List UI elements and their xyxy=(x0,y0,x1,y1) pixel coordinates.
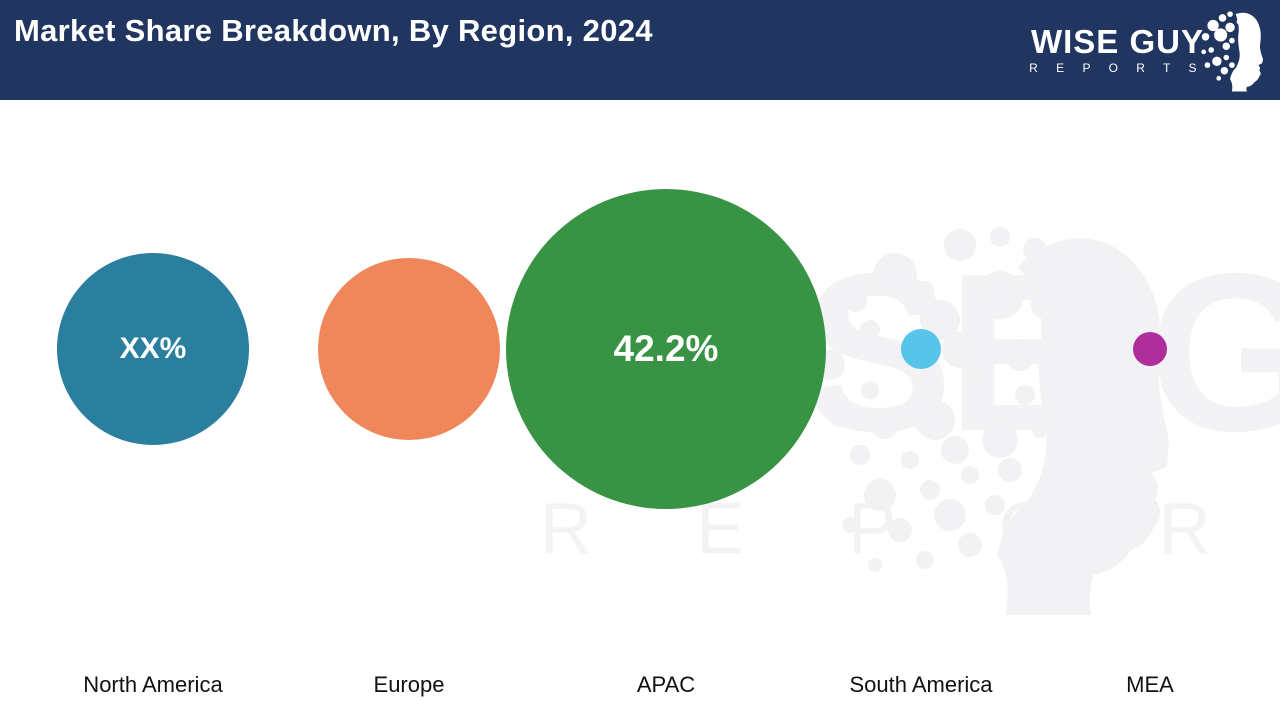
category-label-south-america: South America xyxy=(849,672,993,697)
bubble-value-apac: 42.2% xyxy=(613,328,719,369)
wiseguy-logo: WISE GUY R E P O R T S xyxy=(1029,8,1264,92)
bubble-europe xyxy=(318,258,500,440)
category-label-apac: APAC xyxy=(636,672,696,697)
category-label-europe: Europe xyxy=(373,672,445,697)
bubble-south-america xyxy=(901,329,941,369)
category-label-mea: MEA xyxy=(1126,672,1174,697)
logo-wordmark: WISE GUY xyxy=(1030,23,1204,61)
logo-text: WISE GUY R E P O R T S xyxy=(1029,25,1204,75)
bubble-apac: 42.2% xyxy=(506,189,826,509)
bubble-value-north-america: XX% xyxy=(119,332,187,365)
logo-subtitle: R E P O R T S xyxy=(1029,60,1204,75)
page-title: Market Share Breakdown, By Region, 2024 xyxy=(14,13,653,48)
category-label-north-america: North America xyxy=(83,672,223,697)
bubble-mea xyxy=(1133,332,1167,366)
header-bar: Market Share Breakdown, By Region, 2024 … xyxy=(0,0,1280,100)
bubble-north-america: XX% xyxy=(57,253,249,445)
logo-head-icon xyxy=(1201,11,1264,92)
watermark-head-icon xyxy=(815,227,1169,615)
